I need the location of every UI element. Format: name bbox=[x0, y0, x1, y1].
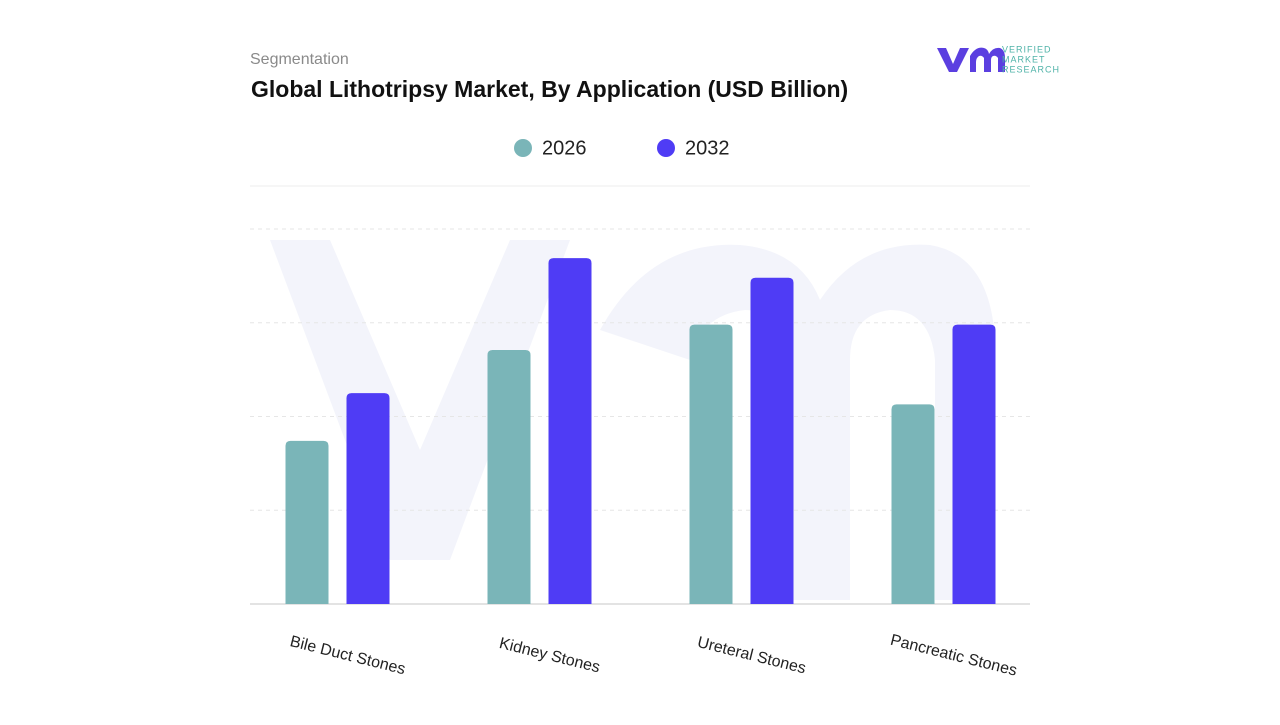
x-tick-label: Bile Duct Stones bbox=[288, 633, 407, 678]
bar bbox=[487, 349, 531, 604]
x-tick-label: Kidney Stones bbox=[497, 635, 601, 676]
legend-swatch bbox=[514, 139, 532, 157]
legend-swatch bbox=[657, 139, 675, 157]
legend-label: 2032 bbox=[685, 137, 730, 159]
x-tick-label: Pancreatic Stones bbox=[889, 632, 1019, 680]
logo-text: VERIFIED bbox=[1002, 44, 1052, 54]
logo-text: MARKET bbox=[1002, 54, 1046, 64]
bar bbox=[548, 258, 592, 604]
logo-mark bbox=[937, 47, 1005, 72]
chart-subtitle: Segmentation bbox=[250, 51, 349, 68]
bar bbox=[689, 324, 733, 604]
chart-title: Global Lithotripsy Market, By Applicatio… bbox=[251, 76, 848, 102]
bar bbox=[891, 404, 935, 604]
x-tick-label: Ureteral Stones bbox=[696, 634, 808, 677]
logo-text: RESEARCH bbox=[1002, 64, 1060, 74]
legend-label: 2026 bbox=[542, 137, 587, 159]
bar bbox=[346, 393, 390, 604]
bar bbox=[952, 324, 996, 604]
bar bbox=[285, 440, 329, 604]
bar bbox=[750, 277, 794, 604]
